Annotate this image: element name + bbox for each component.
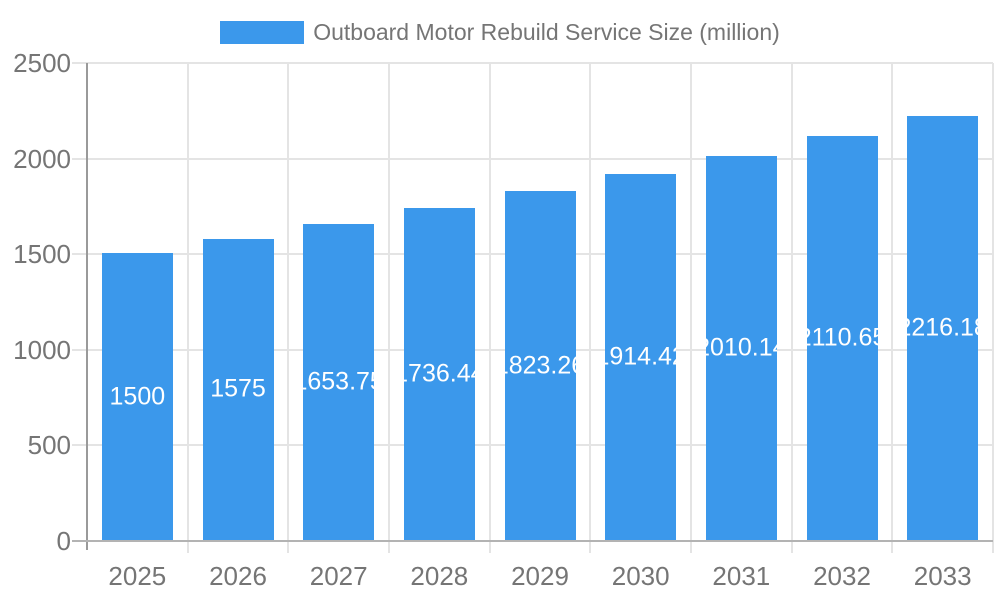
v-gridline (186, 63, 189, 553)
x-axis-tick-label: 2026 (209, 561, 267, 591)
x-axis-line (72, 540, 993, 542)
bar-value-label: 2010.14 (706, 333, 777, 362)
bar-value-label: 2110.65 (807, 323, 878, 352)
bar[interactable]: 2110.65 (806, 136, 878, 540)
x-axis-tick-label: 2033 (913, 561, 972, 591)
x-axis-tick-label: 2032 (813, 561, 871, 591)
v-gridline (891, 63, 894, 553)
bar[interactable]: 1736.44 (403, 207, 475, 540)
x-axis-tick-label: 2031 (712, 561, 771, 591)
y-axis-tick-label: 2000 (13, 143, 71, 174)
y-axis-tick-label: 500 (27, 430, 71, 461)
v-gridline (790, 63, 793, 553)
v-gridline (488, 63, 491, 553)
bar[interactable]: 1575 (202, 238, 274, 540)
v-gridline (992, 63, 994, 553)
v-gridline (388, 63, 390, 553)
x-axis-tick-label: 2029 (511, 561, 569, 591)
bar[interactable]: 2010.14 (705, 155, 777, 540)
bar[interactable]: 1914.42 (605, 173, 677, 540)
x-axis-tick-label: 2028 (410, 561, 469, 591)
y-axis-tick-label: 1500 (13, 239, 71, 270)
y-axis-tick-label: 0 (56, 526, 71, 556)
bar-value-label: 1914.42 (605, 342, 676, 371)
bar-value-label: 1823.26 (505, 351, 576, 380)
x-axis-tick-label: 2027 (309, 561, 368, 591)
legend[interactable]: Outboard Motor Rebuild Service Size (mil… (0, 16, 1000, 48)
v-gridline (589, 63, 592, 553)
y-axis-line (86, 63, 88, 550)
bar[interactable]: 1653.75 (303, 223, 375, 540)
legend-swatch (220, 20, 305, 44)
v-gridline (287, 63, 290, 553)
y-axis-tick-label: 2500 (13, 48, 71, 78)
h-gridline (72, 157, 993, 160)
bar[interactable]: 1823.26 (504, 191, 576, 540)
y-axis-tick-label: 1000 (13, 334, 71, 365)
h-gridline (72, 62, 993, 64)
bar-value-label: 1500 (109, 382, 166, 411)
bar[interactable]: 1500 (101, 253, 173, 540)
x-axis-tick-label: 2025 (108, 561, 167, 591)
bar-value-label: 1736.44 (404, 359, 475, 388)
bar-value-label: 1575 (210, 374, 266, 403)
v-gridline (690, 63, 692, 553)
bar-value-label: 1653.75 (303, 367, 374, 396)
legend-label: Outboard Motor Rebuild Service Size (mil… (313, 18, 780, 45)
x-axis-tick-label: 2030 (611, 561, 670, 591)
